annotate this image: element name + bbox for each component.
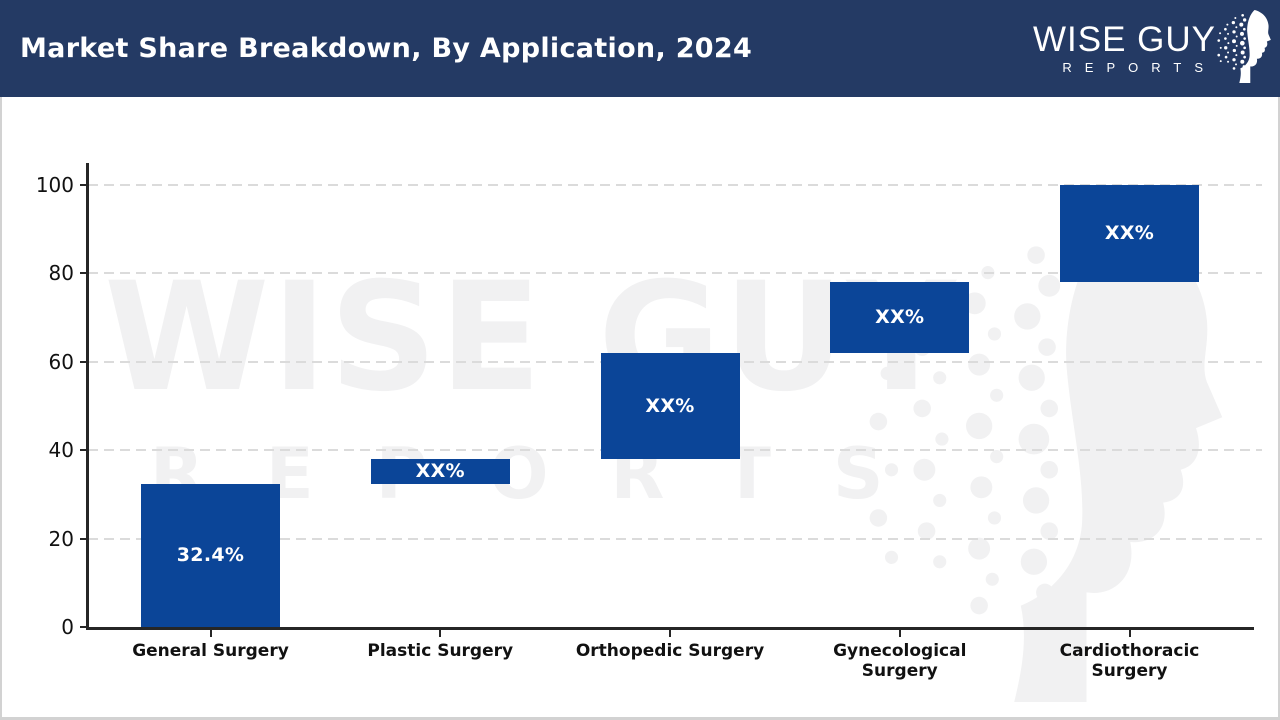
x-axis-category-label: Plastic Surgery — [325, 641, 555, 661]
bar-cardiothoracic-surgery: XX% — [1060, 184, 1199, 282]
category-label-line: Orthopedic Surgery — [575, 641, 765, 661]
gridline — [88, 183, 1262, 186]
bar-plastic-surgery: XX% — [370, 458, 510, 484]
y-axis — [86, 163, 89, 629]
y-axis-tick — [80, 537, 87, 540]
category-label-line: Gynecological — [833, 641, 967, 661]
y-axis-tick-label: 0 — [61, 615, 74, 639]
y-axis-tick-label: 100 — [35, 172, 74, 197]
x-axis-tick — [669, 629, 671, 637]
y-axis-tick-label: 20 — [48, 526, 74, 551]
y-axis-tick — [80, 449, 87, 451]
x-axis-tick — [439, 629, 442, 637]
y-axis-tick-label: 40 — [48, 438, 74, 462]
x-axis-tick — [898, 629, 901, 637]
bar-general-surgery: 32.4% — [141, 483, 280, 627]
y-axis-tick-label: 80 — [48, 261, 74, 285]
brand-head-icon — [1217, 10, 1271, 83]
page-border-bottom — [0, 717, 1280, 720]
brand-logo: WISE GUY REPORTS — [1033, 10, 1274, 83]
y-axis-tick — [80, 360, 87, 363]
x-axis-category-label: Cardiothoracic Surgery — [1015, 641, 1245, 681]
bar-value-label: XX% — [875, 306, 925, 329]
bar-value-label: 32.4% — [176, 544, 245, 567]
y-axis-tick — [80, 272, 87, 274]
header-bar: Market Share Breakdown, By Application, … — [0, 0, 1280, 97]
chart-title: Market Share Breakdown, By Application, … — [20, 33, 753, 64]
x-axis-category-label: General Surgery — [96, 641, 326, 661]
gridline — [88, 537, 1262, 540]
x-axis-category-label: Gynecological Surgery — [785, 641, 1015, 681]
bar-value-label: XX% — [645, 394, 695, 417]
x-axis — [86, 627, 1254, 630]
brand-name: WISE GUY — [1032, 20, 1216, 59]
y-axis-tick-label: 60 — [48, 349, 74, 374]
category-label-line: Plastic Surgery — [367, 641, 514, 661]
y-axis-tick — [80, 626, 87, 628]
category-label-line: Surgery — [1091, 661, 1168, 681]
page-border-left — [0, 97, 2, 720]
x-axis-category-label: Orthopedic Surgery — [555, 641, 785, 661]
bar-gynecological-surgery: XX% — [830, 281, 970, 353]
category-label-line: Surgery — [861, 661, 938, 681]
category-label-line: Cardiothoracic — [1059, 641, 1200, 661]
bar-value-label: XX% — [415, 460, 465, 483]
y-axis-tick — [80, 183, 87, 186]
gridline — [88, 272, 1262, 274]
bar-value-label: XX% — [1104, 222, 1155, 245]
bar-orthopedic-surgery: XX% — [600, 352, 740, 459]
category-label-line: General Surgery — [132, 641, 289, 661]
brand-sub: REPORTS — [1062, 60, 1216, 75]
x-axis-tick — [209, 629, 212, 637]
x-axis-tick — [1128, 629, 1131, 637]
brand-wordmark: WISE GUY REPORTS — [1033, 22, 1216, 75]
page-border-right — [1278, 97, 1280, 720]
